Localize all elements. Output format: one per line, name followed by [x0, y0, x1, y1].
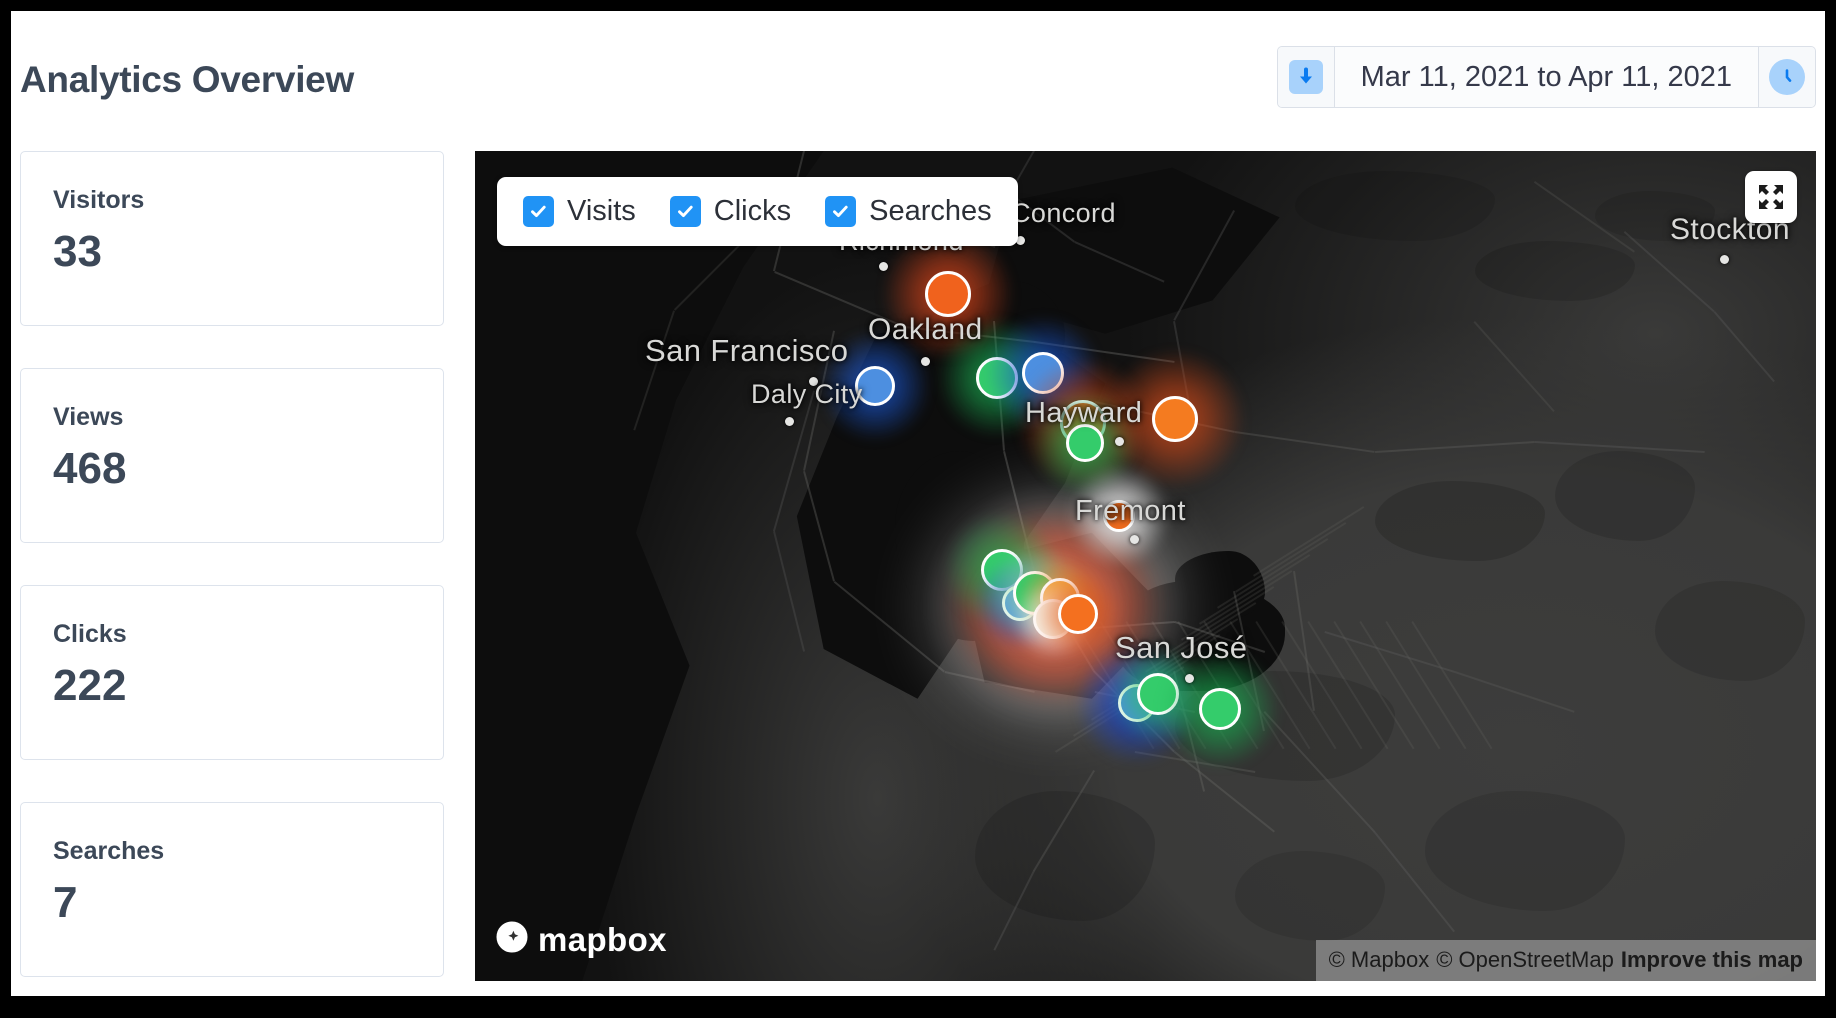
- map-data-marker[interactable]: [1022, 352, 1064, 394]
- map-city-dot: [785, 417, 794, 426]
- stat-card-visitors: Visitors 33: [20, 151, 444, 326]
- map-canvas[interactable]: ConcordStocktonRichmondOaklandSan Franci…: [475, 151, 1816, 981]
- attribution-improve-link[interactable]: Improve this map: [1620, 947, 1803, 972]
- map-city-dot: [921, 357, 930, 366]
- stat-label: Searches: [53, 837, 165, 865]
- stat-value: 7: [53, 878, 78, 927]
- marker-oakland-orange[interactable]: [925, 271, 971, 317]
- map-water-inlet: [1175, 551, 1265, 621]
- stat-label: Views: [53, 403, 124, 431]
- clock-icon: [1769, 59, 1805, 95]
- attribution-mapbox[interactable]: © Mapbox: [1328, 947, 1430, 972]
- map-terrain-patch: [975, 791, 1155, 921]
- fullscreen-expand-icon[interactable]: [1745, 171, 1797, 223]
- map-data-marker[interactable]: [1103, 500, 1135, 532]
- checkbox-checked-icon[interactable]: [669, 196, 701, 227]
- stat-label: Visitors: [53, 186, 145, 214]
- mapbox-logo[interactable]: mapbox: [495, 920, 667, 959]
- map-data-marker[interactable]: [1137, 673, 1179, 715]
- attribution-osm[interactable]: © OpenStreetMap: [1436, 947, 1614, 972]
- map-data-marker[interactable]: [1199, 688, 1241, 730]
- map-terrain-patch: [1555, 451, 1695, 541]
- map-data-marker[interactable]: [855, 366, 895, 406]
- legend-item-clicks[interactable]: Clicks: [669, 195, 792, 228]
- stat-value: 222: [53, 661, 127, 710]
- legend-label: Visits: [567, 195, 636, 227]
- legend-label: Searches: [869, 195, 992, 227]
- stat-value: 33: [53, 227, 102, 276]
- map-terrain-patch: [1655, 581, 1805, 681]
- checkbox-checked-icon[interactable]: [825, 196, 857, 227]
- map-terrain-patch: [1295, 171, 1495, 241]
- legend-label: Clicks: [713, 195, 792, 227]
- page-title: Analytics Overview: [20, 59, 354, 100]
- map-data-marker[interactable]: [1058, 594, 1098, 634]
- map-attribution[interactable]: © Mapbox © OpenStreetMap Improve this ma…: [1315, 940, 1816, 981]
- analytics-map[interactable]: ConcordStocktonRichmondOaklandSan Franci…: [475, 151, 1816, 981]
- mapbox-wordmark: mapbox: [538, 921, 667, 958]
- date-range-value[interactable]: Mar 11, 2021 to Apr 11, 2021: [1334, 47, 1758, 107]
- stat-value: 468: [53, 444, 127, 493]
- download-arrow-icon: [1288, 60, 1323, 94]
- stat-card-views: Views 468: [20, 368, 444, 543]
- map-city-dot: [879, 262, 888, 271]
- date-range-picker[interactable]: Mar 11, 2021 to Apr 11, 2021: [1276, 46, 1816, 108]
- stat-card-clicks: Clicks 222: [20, 585, 444, 760]
- legend-item-visits[interactable]: Visits: [523, 195, 636, 228]
- map-terrain-patch: [1475, 241, 1635, 301]
- map-city-dot: [1016, 236, 1025, 245]
- legend-item-searches[interactable]: Searches: [825, 195, 992, 228]
- map-data-marker[interactable]: [1066, 424, 1104, 462]
- map-city-dot: [1185, 674, 1194, 683]
- map-terrain-patch: [1235, 851, 1385, 941]
- stat-label: Clicks: [53, 620, 127, 648]
- map-terrain-patch: [1375, 481, 1545, 561]
- map-layer-legend[interactable]: Visits Clicks Searches: [497, 177, 1018, 246]
- checkbox-checked-icon[interactable]: [523, 196, 554, 227]
- recent-ranges-button[interactable]: [1758, 47, 1815, 107]
- map-terrain-patch: [1425, 791, 1625, 911]
- map-terrain-patch: [1595, 191, 1715, 241]
- download-button[interactable]: [1277, 47, 1335, 107]
- map-city-dot: [1130, 535, 1139, 544]
- stats-sidebar: Visitors 33 Views 468 Clicks 222 Searche…: [20, 151, 444, 996]
- mapbox-logo-icon: [495, 920, 529, 959]
- map-city-dot: [809, 377, 818, 386]
- map-data-marker[interactable]: [976, 357, 1018, 399]
- map-city-dot: [1115, 437, 1124, 446]
- map-city-dot: [1720, 255, 1729, 264]
- map-data-marker[interactable]: [1152, 396, 1198, 442]
- stat-card-searches: Searches 7: [20, 802, 444, 977]
- app-window: Analytics Overview Mar 11, 2021 to Apr 1…: [11, 11, 1825, 996]
- page-header: Analytics Overview Mar 11, 2021 to Apr 1…: [11, 11, 1825, 138]
